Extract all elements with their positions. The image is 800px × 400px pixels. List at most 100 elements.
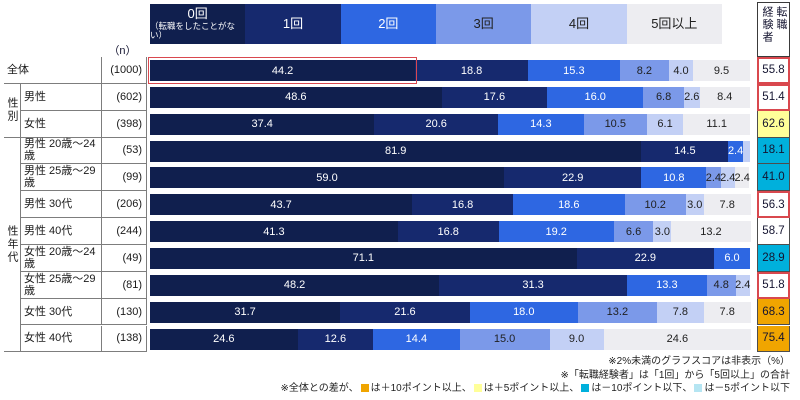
bar-segment: 14.3 xyxy=(497,113,584,135)
bar: 48.6 17.6 16.0 6.8 2.6 8.4 xyxy=(150,86,750,108)
bar-segment: 14.4 xyxy=(373,328,460,350)
legend-item-label: 3回 xyxy=(473,15,494,31)
legend-item: 2回 xyxy=(340,4,436,44)
bar-segment: 2.4 xyxy=(734,167,750,189)
row-label: 男性 xyxy=(21,83,102,111)
bar-segment-label: 9.5 xyxy=(713,64,730,77)
bar-segment: 81.9 xyxy=(150,140,642,162)
bar-segment: 48.6 xyxy=(150,86,442,108)
row-label: 女性 xyxy=(21,110,102,138)
row-label: 女性 25歳〜29歳 xyxy=(21,271,102,299)
bar-segment: 13.3 xyxy=(626,274,707,296)
bar-segment: 9.0 xyxy=(549,328,604,350)
legend-item: 0回 （転職をしたことがない） xyxy=(150,4,246,44)
bar-segment-label: 4.0 xyxy=(673,64,689,77)
row-n: (53) xyxy=(102,137,147,165)
total-cell: 28.9 xyxy=(757,244,790,272)
row-n: (398) xyxy=(102,110,147,138)
bar-segment-label: 10.5 xyxy=(604,118,626,131)
bar: 37.4 20.6 14.3 10.5 6.1 11.1 xyxy=(150,113,750,135)
footnote-line: ※2%未満のグラフスコアは非表示（%） xyxy=(608,356,790,368)
bar-segment: 2.4 xyxy=(720,167,736,189)
footnote-square xyxy=(694,384,703,392)
row-label: 女性 20歳〜24歳 xyxy=(21,244,102,272)
bar-segment-label: 44.2 xyxy=(271,64,294,77)
bar-segment-label: 2.4 xyxy=(735,279,751,292)
footnote-text: は－10ポイント以下、 xyxy=(591,383,693,394)
row-label: 男性 40代 xyxy=(21,218,102,245)
bar-segment: 11.1 xyxy=(683,113,750,135)
bar: 43.7 16.8 18.6 10.2 3.0 7.8 xyxy=(150,194,751,216)
bar-segment-label: 31.7 xyxy=(234,306,256,319)
row-n: (138) xyxy=(102,325,147,353)
bar-segment: 20.6 xyxy=(374,113,498,135)
bar-segment-label: 11.1 xyxy=(706,118,727,131)
footnote-line: ※全体との差が、 は＋10ポイント以上、 は＋5ポイント以上、 は－10ポイント以下、… xyxy=(281,383,790,395)
row-n: (49) xyxy=(102,244,147,272)
bar-segment-label: 10.2 xyxy=(644,198,666,211)
row-n: (1000) xyxy=(102,57,147,84)
bar-segment-label: 2.4 xyxy=(720,171,736,184)
row-label: 男性 25歳〜29歳 xyxy=(21,164,102,192)
bar-segment: 16.8 xyxy=(412,194,513,216)
bar-segment: 3.0 xyxy=(685,194,704,216)
legend-item: 5回以上 xyxy=(626,4,722,44)
footnote-text: ※2%未満のグラフスコアは非表示（%） xyxy=(608,356,790,367)
row-n: (244) xyxy=(102,218,147,245)
bar-segment-label: 3.0 xyxy=(687,198,703,211)
bar-segment: 43.7 xyxy=(150,194,413,216)
bar-segment: 10.2 xyxy=(624,194,686,216)
bar-segment: 16.8 xyxy=(397,221,499,243)
bar-segment-label: 2.4 xyxy=(734,171,750,184)
legend: 0回 （転職をしたことがない） 1回 2回 3回 4回 5回以上 xyxy=(150,4,722,44)
bar-segment-label: 15.0 xyxy=(493,333,516,345)
n-column-header: （n） xyxy=(108,45,137,57)
bar-segment: 17.6 xyxy=(441,86,548,108)
bar: 31.7 21.6 18.0 13.2 7.8 7.8 xyxy=(150,301,751,323)
bar-segment: 2.4 xyxy=(728,140,743,162)
total-cell: 56.3 xyxy=(757,191,790,219)
bar-segment-label: 9.0 xyxy=(568,333,585,345)
bar-segment-label: 14.3 xyxy=(530,118,552,131)
bar-segment-label: 13.3 xyxy=(656,279,678,292)
bar: 44.2 18.8 15.3 8.2 4.0 9.5 xyxy=(148,57,750,84)
bar-segment: 22.9 xyxy=(576,247,714,269)
bar-segment-label: 18.6 xyxy=(558,198,580,211)
footnote-text: は＋10ポイント以上、 xyxy=(370,383,472,394)
bar-segment: 6.1 xyxy=(646,113,684,135)
bar-segment: 37.4 xyxy=(150,113,375,135)
bar-segment: 2.4 xyxy=(735,274,751,296)
bar-segment: 59.0 xyxy=(150,167,504,189)
bar-segment-label: 37.4 xyxy=(251,118,273,131)
bar-segment-label: 7.8 xyxy=(719,198,735,211)
bar-segment-label: 14.4 xyxy=(405,333,428,345)
bar-segment: 41.3 xyxy=(150,221,398,243)
bar-segment: 24.6 xyxy=(150,328,298,350)
footnote-text: は＋5ポイント以上、 xyxy=(483,383,580,394)
bar-segment: 3.0 xyxy=(653,221,672,243)
bar-segment: 31.3 xyxy=(439,274,627,296)
bar-segment: 2.4 xyxy=(705,167,722,189)
total-cell: 62.6 xyxy=(757,110,790,138)
bar: 59.0 22.9 10.8 2.4 2.4 2.4 xyxy=(150,167,750,189)
bar-segment-label: 6.8 xyxy=(655,91,672,104)
row-group-label: 性別 xyxy=(4,83,21,138)
bar-segment-label: 2.4 xyxy=(705,171,722,184)
bar-segment-label: 41.3 xyxy=(263,225,285,238)
legend-item-label: 5回以上 xyxy=(651,15,698,31)
footnote-text: ※全体との差が、 xyxy=(280,383,359,394)
bar-segment: 18.8 xyxy=(415,60,528,81)
bar-segment-label: 6.0 xyxy=(724,252,740,265)
footnote-line: ※「転職経験者」は「1回」から「5回以上」の合計 xyxy=(560,370,790,382)
bar-segment-label: 13.2 xyxy=(606,306,629,319)
bar: 41.3 16.8 19.2 6.6 3.0 13.2 xyxy=(150,221,751,243)
bar-segment-label: 8.2 xyxy=(636,64,653,77)
bar-segment: 7.8 xyxy=(703,301,751,323)
legend-item-label: 2回 xyxy=(378,15,399,31)
bar-segment: 15.0 xyxy=(459,328,550,350)
bar-segment: 13.2 xyxy=(671,221,751,243)
bar-segment: 16.0 xyxy=(547,86,644,108)
bar-segment xyxy=(742,140,750,162)
bar-segment: 10.8 xyxy=(641,167,707,189)
bar: 24.6 12.6 14.4 15.0 9.0 24.6 xyxy=(150,328,752,350)
